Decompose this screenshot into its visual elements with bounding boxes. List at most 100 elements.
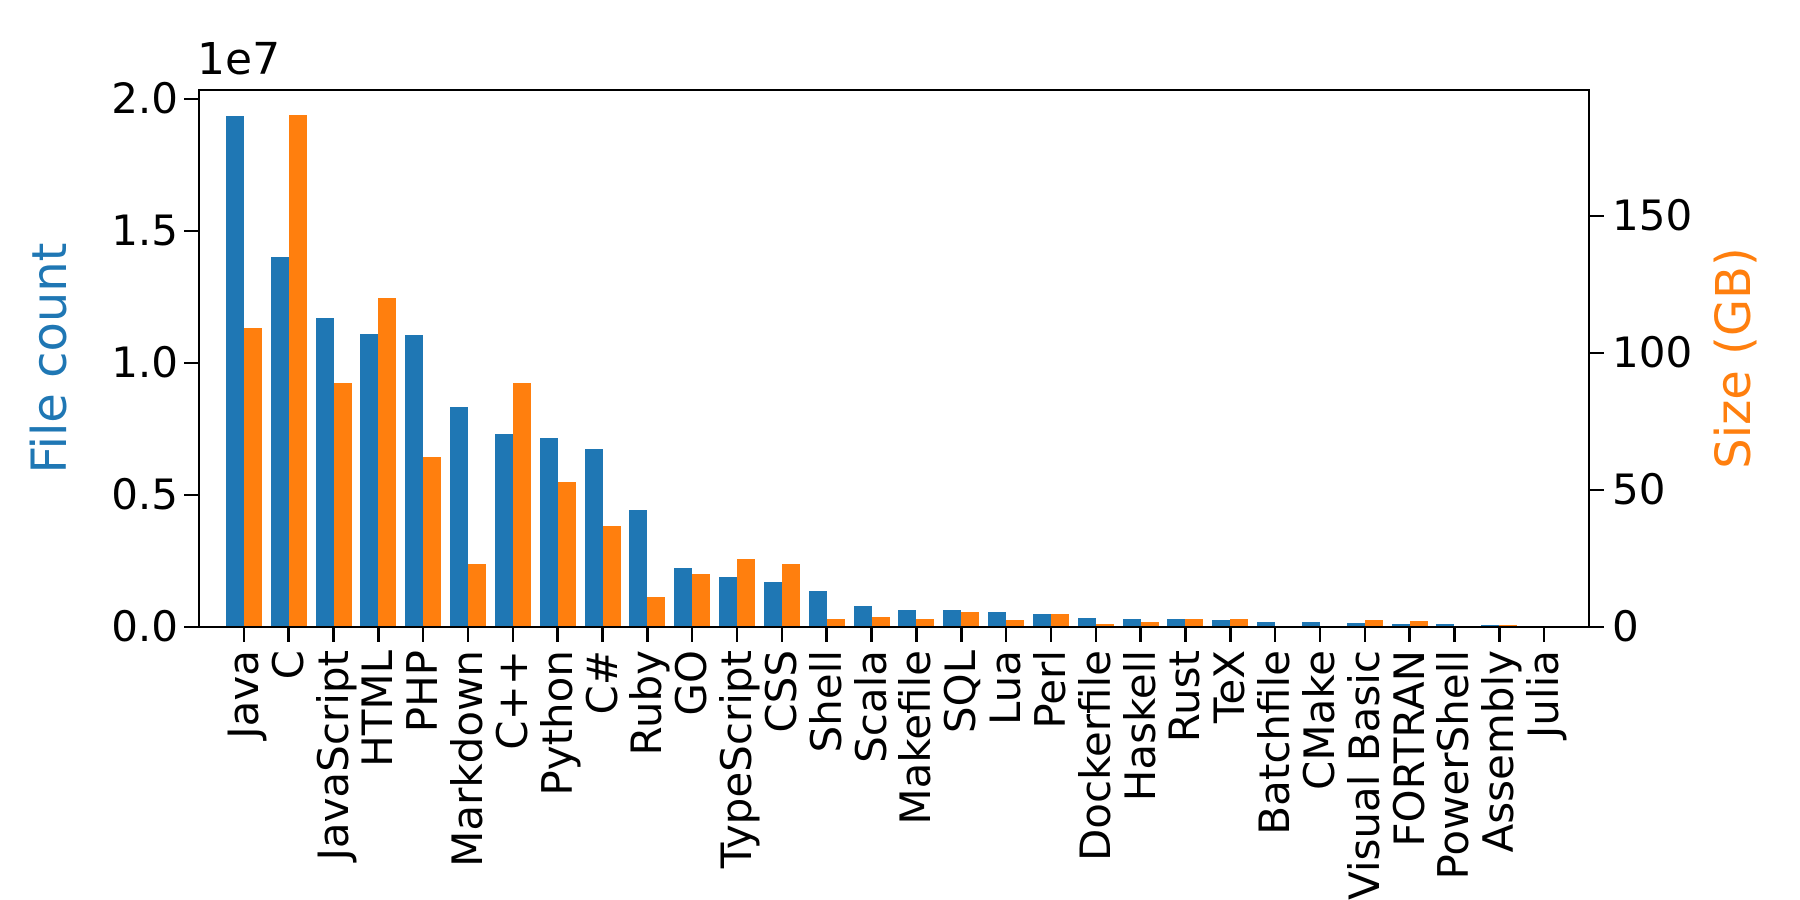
bar-size-gb-python [557,481,576,627]
bar-size-gb-css [781,563,800,627]
x-tick-label-text: FORTRAN [1384,650,1434,847]
x-tick-rust [1184,628,1187,643]
bar-file-count-python [539,438,558,627]
left-y-tick [183,97,198,101]
x-tick-javascript [332,628,335,643]
bar-file-count-php [405,335,424,627]
x-tick-visual-basic [1363,628,1367,643]
bar-file-count-makefile [898,610,917,627]
bar-file-count-shell [808,591,827,627]
x-tick-fortran [1408,628,1411,643]
x-tick-label-text: CSS [756,650,806,733]
x-tick-c [287,628,290,643]
x-tick-label-text: Java [218,650,268,739]
x-tick-label-text: Python [532,650,582,796]
bar-size-gb-perl [1050,614,1069,627]
right-y-tick-label: 0 [1612,602,1639,651]
bar-file-count-haskell [1122,618,1141,627]
x-tick-label-text: PowerShell [1429,650,1479,880]
bar-file-count-c [584,448,603,627]
bar-file-count-cmake [1301,622,1320,627]
bar-file-count-c [270,257,289,627]
x-tick-batchfile [1273,628,1277,643]
x-tick-label-text: TypeScript [712,650,762,869]
x-tick-label-text: Assembly [1474,650,1524,853]
bar-file-count-rust [1167,619,1186,627]
bar-size-gb-tex [1230,619,1249,627]
x-tick-label-text: Lua [981,650,1031,726]
left-y-tick-label: 1.0 [111,337,178,387]
x-tick-label-text: Markdown [443,650,493,867]
left-spine [197,88,201,629]
x-tick-label-text: CMake [1294,650,1344,790]
bar-size-gb-typescript [737,558,756,627]
x-tick-c [601,628,604,643]
bar-file-count-lua [988,611,1007,627]
bar-size-gb-markdown [468,563,487,627]
x-tick-label-text: Rust [1160,650,1210,743]
x-tick-label-text: C [263,650,313,680]
left-y-tick [183,625,198,629]
x-tick-tex [1229,628,1232,643]
x-tick-label-text: Julia [1519,650,1569,739]
x-tick-label-text: Scala [846,650,896,763]
x-tick-python [556,628,559,643]
bar-file-count-tex [1212,620,1231,627]
bar-size-gb-java [243,328,262,627]
x-tick-haskell [1139,628,1142,643]
left-y-tick-label: 1.5 [111,205,178,255]
x-tick-label-text: Perl [1025,650,1075,729]
x-tick-label-text: Shell [801,650,851,753]
bar-file-count-c [494,434,513,627]
x-tick-label-text: SQL [936,650,986,734]
bar-file-count-visual-basic [1346,622,1365,627]
x-tick-markdown [466,628,470,643]
x-tick-lua [1004,628,1008,643]
bar-file-count-dockerfile [1077,617,1096,627]
right-y-tick-label: 100 [1612,328,1693,378]
bar-size-gb-makefile [916,619,935,627]
bar-size-gb-haskell [1140,622,1159,627]
right-y-tick [1590,214,1605,218]
bar-size-gb-fortran [1409,620,1428,627]
top-spine [197,88,1591,92]
x-tick-java [242,628,246,643]
x-tick-makefile [915,628,918,643]
bar-file-count-fortran [1391,623,1410,627]
bar-size-gb-rust [1185,618,1204,627]
x-tick-perl [1049,628,1053,643]
x-tick-c [511,628,515,643]
bar-file-count-typescript [719,577,738,627]
x-tick-sql [960,628,963,643]
right-y-tick [1590,625,1605,629]
x-tick-label-text: C++ [487,650,537,750]
left-y-tick [183,493,198,497]
bar-size-gb-html [378,298,397,627]
x-tick-css [780,628,784,643]
bar-size-gb-visual-basic [1364,620,1383,627]
x-tick-label-text: Dockerfile [1070,650,1120,862]
right-y-tick [1590,351,1605,355]
bar-file-count-javascript [315,318,334,627]
bottom-spine [197,625,1591,629]
left-y-tick [183,361,198,365]
left-y-tick-label: 2.0 [111,73,178,123]
right-axis-label: Size (GB) [1706,247,1762,469]
x-tick-label-text: Visual Basic [1339,650,1389,900]
bar-size-gb-scala [871,617,890,627]
bar-file-count-html [360,333,379,627]
bar-size-gb-ruby [647,596,666,627]
bar-file-count-go [674,568,693,627]
x-tick-label-text: C# [577,650,627,715]
x-tick-label-text: Makefile [891,650,941,825]
bar-file-count-markdown [450,406,469,627]
bar-size-gb-sql [961,611,980,627]
x-tick-label-text: GO [667,650,717,716]
y-axis-offset-text: 1e7 [197,34,281,85]
x-tick-typescript [735,628,739,643]
bar-size-gb-shell [826,618,845,627]
bar-file-count-sql [943,610,962,627]
x-tick-shell [825,628,828,643]
x-tick-assembly [1498,628,1501,643]
